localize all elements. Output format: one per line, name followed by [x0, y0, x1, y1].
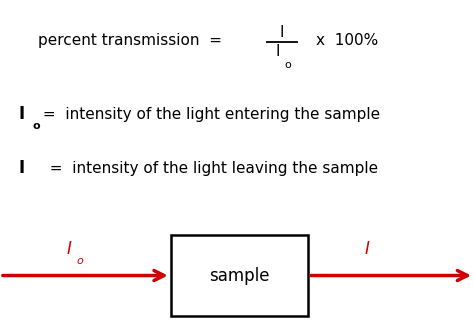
Text: percent transmission  =: percent transmission = [38, 33, 222, 48]
Text: sample: sample [209, 266, 270, 285]
Text: I: I [66, 240, 71, 258]
Text: I: I [19, 159, 25, 177]
Text: o: o [284, 60, 291, 71]
Text: I: I [365, 240, 370, 258]
Bar [171, 235, 308, 316]
Text: =  intensity of the light entering the sample: = intensity of the light entering the sa… [38, 107, 380, 122]
Text: o: o [77, 256, 83, 266]
Text: I: I [275, 44, 280, 59]
Text: I: I [19, 105, 25, 123]
Text: o: o [32, 121, 40, 131]
Text: =  intensity of the light leaving the sample: = intensity of the light leaving the sam… [40, 161, 378, 175]
Text: x  100%: x 100% [316, 33, 378, 48]
Text: I: I [280, 25, 284, 40]
